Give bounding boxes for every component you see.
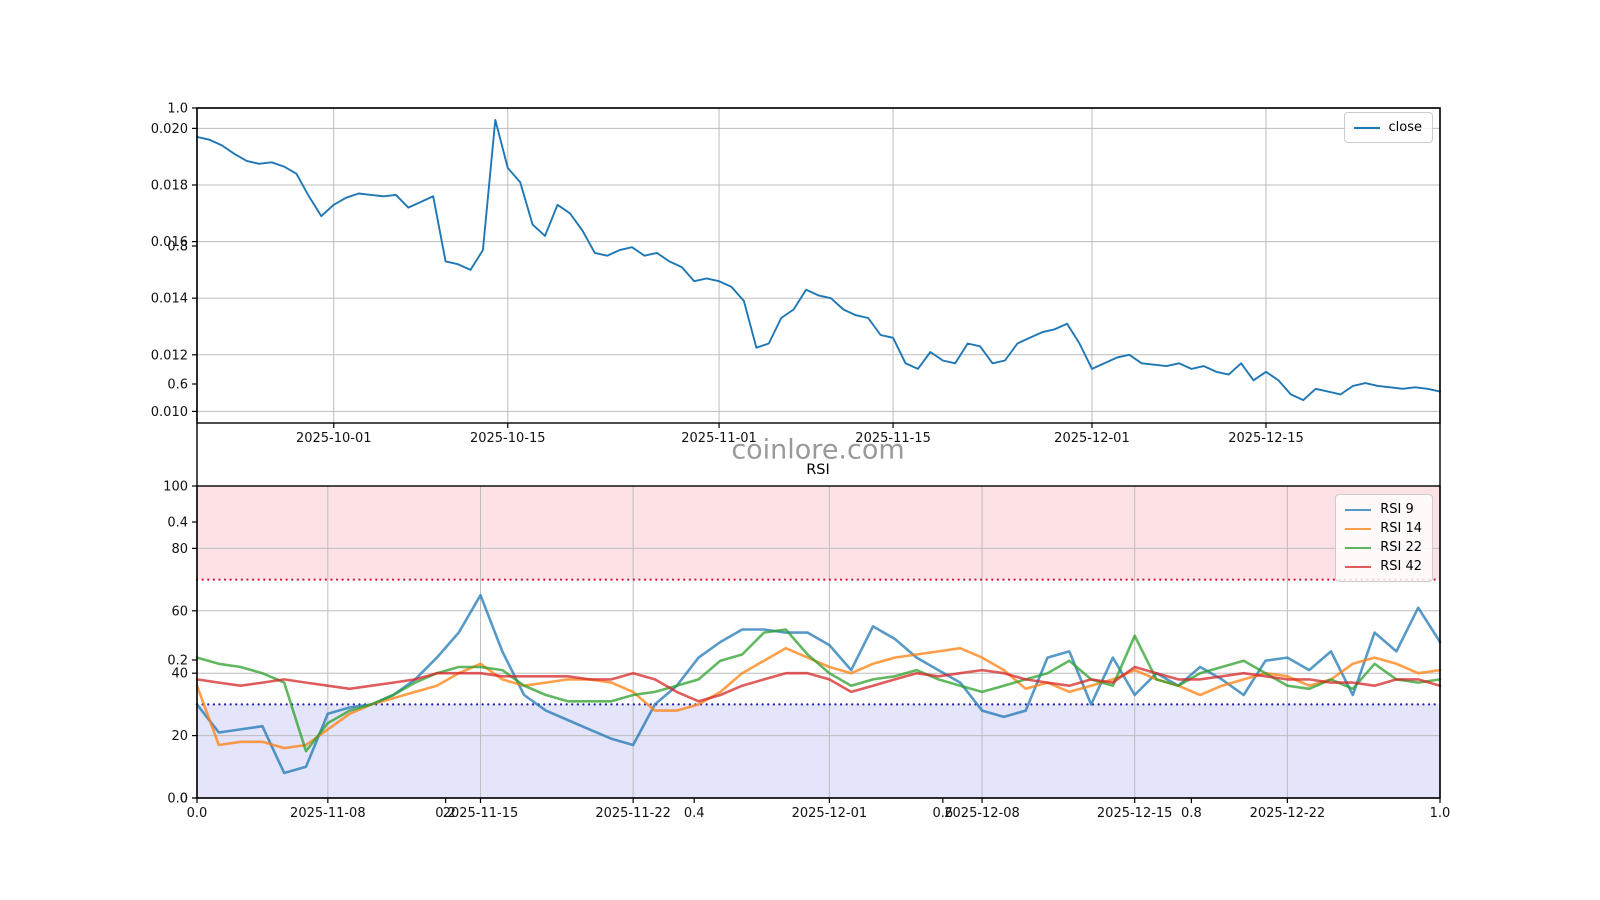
x-tick-label: 2025-12-15 <box>1097 806 1173 821</box>
x-tick-label: 2025-12-22 <box>1250 806 1326 821</box>
legend-label-close: close <box>1388 120 1422 135</box>
y-tick-label: 0.010 <box>151 405 188 420</box>
y-tick-label: 80 <box>171 542 188 557</box>
legend-item-close: close <box>1353 118 1422 137</box>
y-tick-label: 0.012 <box>151 348 188 363</box>
y-tick-label: 20 <box>171 729 188 744</box>
rsi-22-series-line <box>195 628 1442 753</box>
plot-border <box>196 107 1441 424</box>
legend-label-rsi-22: RSI 22 <box>1380 540 1422 555</box>
x-tick-label: 2025-10-15 <box>470 431 546 446</box>
rsi-42-swatch <box>1345 565 1372 568</box>
legend-label-rsi-42: RSI 42 <box>1380 559 1422 574</box>
x-tick-label: 2025-11-15 <box>443 806 519 821</box>
legend-item-rsi-14: RSI 14 <box>1345 519 1422 538</box>
close-line-swatch <box>1353 126 1380 129</box>
y-tick-label: 0.016 <box>151 235 188 250</box>
y-tick-label: 0.014 <box>151 292 188 307</box>
legend-label-rsi-14: RSI 14 <box>1380 521 1422 536</box>
overlay-y-tick-label: 0.4 <box>167 516 188 531</box>
y-tick-label: 40 <box>171 667 188 682</box>
y-tick-label: 100 <box>163 480 188 495</box>
overlay-x-tick-label: 0.6 <box>932 806 953 821</box>
close-series-line <box>196 118 1441 402</box>
legend-rsi: RSI 9 RSI 14 RSI 22 RSI 42 <box>1335 494 1433 582</box>
overlay-x-tick-label: 0.4 <box>684 806 705 821</box>
x-tick-label: 2025-11-22 <box>595 806 671 821</box>
legend-label-rsi-9: RSI 9 <box>1380 502 1414 517</box>
rsi-14-swatch <box>1345 527 1372 530</box>
overlay-y-tick-label: 0.8 <box>167 240 188 255</box>
overbought-band <box>197 486 1440 580</box>
x-tick-label: 2025-11-08 <box>290 806 366 821</box>
rsi-42-series-line <box>195 665 1442 703</box>
overlay-x-tick-label: 0.2 <box>435 806 456 821</box>
x-tick-label: 2025-12-01 <box>792 806 868 821</box>
rsi-9-series-line <box>195 593 1442 775</box>
oversold-band <box>197 704 1440 798</box>
y-tick-label: 60 <box>171 604 188 619</box>
x-tick-label: 2025-10-01 <box>296 431 372 446</box>
y-tick-label: 0 <box>180 792 188 807</box>
legend-close: close <box>1343 112 1433 143</box>
x-tick-label: 2025-12-15 <box>1228 431 1304 446</box>
legend-item-rsi-42: RSI 42 <box>1345 557 1422 576</box>
x-tick-label: 2025-12-08 <box>944 806 1020 821</box>
y-tick-label: 0.020 <box>151 122 188 137</box>
x-tick-label: 2025-12-01 <box>1054 431 1130 446</box>
overlay-y-tick-label: 0.6 <box>167 378 188 393</box>
rsi-22-swatch <box>1345 546 1372 549</box>
overlay-x-tick-label: 1.0 <box>1430 806 1451 821</box>
overlay-axes-border <box>196 107 1441 799</box>
rsi-9-swatch <box>1345 508 1372 511</box>
overlay-x-tick-label: 0.0 <box>187 806 208 821</box>
watermark: coinlore.com <box>731 434 905 466</box>
overlay-y-tick-label: 0.0 <box>167 792 188 807</box>
legend-item-rsi-22: RSI 22 <box>1345 538 1422 557</box>
overlay-y-tick-label: 1.0 <box>167 102 188 117</box>
rsi-chart-title: RSI <box>806 462 830 478</box>
overlay-y-tick-label: 0.2 <box>167 654 188 669</box>
legend-item-rsi-9: RSI 9 <box>1345 500 1422 519</box>
overlay-x-tick-label: 0.8 <box>1181 806 1202 821</box>
x-tick-label: 2025-11-15 <box>855 431 931 446</box>
x-tick-label: 2025-11-01 <box>681 431 757 446</box>
y-tick-label: 0.018 <box>151 178 188 193</box>
